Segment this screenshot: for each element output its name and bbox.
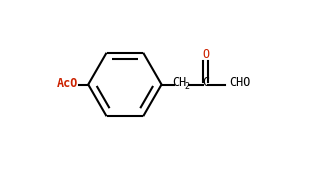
- Text: O: O: [202, 48, 209, 61]
- Text: CHO: CHO: [230, 76, 251, 89]
- Text: CH: CH: [172, 76, 187, 89]
- Text: AcO: AcO: [56, 77, 78, 90]
- Text: C: C: [202, 76, 209, 89]
- Text: 2: 2: [185, 82, 190, 91]
